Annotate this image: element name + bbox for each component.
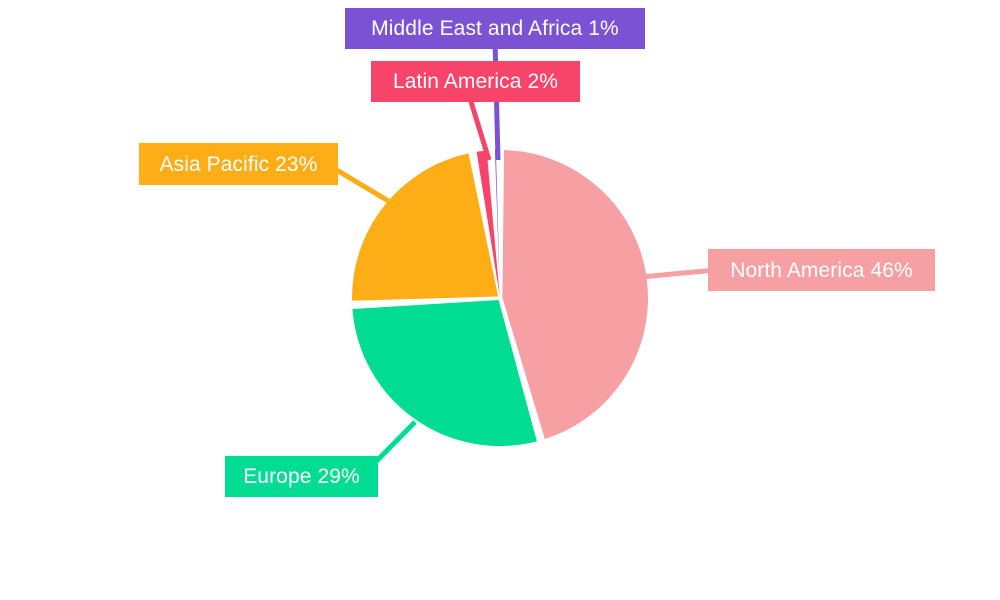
- pie-label-north-america[interactable]: North America 46%: [708, 249, 935, 291]
- pie-label-text-north-america: North America 46%: [730, 258, 913, 282]
- pie-label-text-asia-pacific: Asia Pacific 23%: [159, 152, 318, 176]
- pie-wedges: [352, 150, 648, 446]
- pie-label-text-europe: Europe 29%: [243, 465, 360, 488]
- pie-slice-middle-east-and-africa[interactable]: [494, 150, 500, 296]
- pie-label-asia-pacific[interactable]: Asia Pacific 23%: [139, 143, 338, 185]
- callout-line-latin-america: [465, 91, 492, 161]
- pie-slice-europe[interactable]: [352, 299, 537, 446]
- pie-label-text-middle-east-and-africa: Middle East and Africa 1%: [371, 17, 619, 40]
- pie-slice-asia-pacific[interactable]: [352, 153, 499, 301]
- pie-label-middle-east-and-africa[interactable]: Middle East and Africa 1%: [345, 8, 645, 49]
- pie-slice-latin-america[interactable]: [476, 150, 500, 296]
- pie-label-europe[interactable]: Europe 29%: [225, 456, 378, 497]
- pie-label-latin-america[interactable]: Latin America 2%: [371, 61, 580, 102]
- pie-label-text-latin-america: Latin America 2%: [392, 70, 559, 93]
- pie-slice-north-america[interactable]: [502, 150, 648, 440]
